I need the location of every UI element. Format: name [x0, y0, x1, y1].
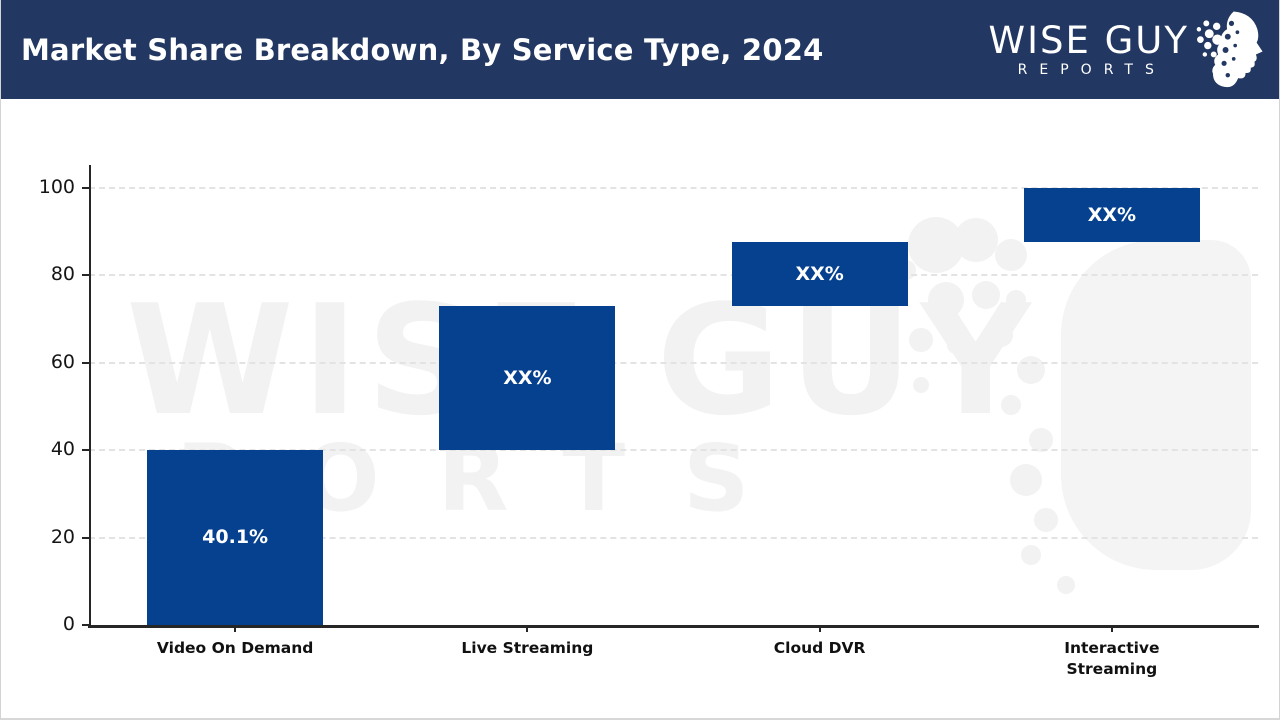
x-axis-tickmark [818, 625, 821, 632]
y-axis-tickmark [82, 186, 89, 189]
x-category-label: Video On Demand [156, 639, 314, 657]
y-axis-tickmark [82, 449, 89, 451]
watermark-dot [1034, 508, 1058, 532]
watermark-dot [928, 282, 964, 318]
y-axis-tick-label: 0 [62, 613, 75, 635]
page-title: Market Share Breakdown, By Service Type,… [21, 32, 824, 67]
y-axis-tickmark [82, 274, 89, 276]
bar-value-label: XX% [795, 263, 844, 286]
y-axis-line [89, 165, 91, 625]
watermark-dot [1017, 356, 1045, 384]
watermark-dot [1021, 545, 1041, 565]
x-category-label: Live Streaming [461, 639, 594, 657]
watermark-dot [989, 323, 1013, 347]
logo-text: WISE GUY REPORTS [988, 18, 1189, 78]
header-bar: Market Share Breakdown, By Service Type,… [1, 0, 1279, 99]
y-axis-tick-label: 20 [50, 525, 75, 548]
bar-interactive-streaming: XX% [1023, 187, 1200, 243]
bar-live-streaming: XX% [439, 306, 616, 450]
logo-wordmark: WISE GUY [988, 18, 1189, 62]
watermark-dot [954, 218, 998, 262]
x-category-label: Interactive Streaming [1064, 639, 1160, 678]
logo-head-dots-icon [1196, 11, 1263, 87]
y-axis-tick-label: 100 [38, 175, 75, 198]
watermark-dot [909, 328, 933, 352]
y-axis-tickmark [82, 361, 89, 364]
watermark-head-silhouette [1061, 240, 1251, 570]
x-axis-tickmark [526, 625, 529, 632]
y-axis-tick-label: 60 [50, 350, 75, 373]
wise-guy-reports-logo: WISE GUY REPORTS [989, 7, 1267, 93]
watermark-dot [995, 239, 1027, 271]
x-axis-tickmark [234, 625, 237, 632]
bar-value-label: 40.1% [202, 526, 269, 549]
logo-subtitle: REPORTS [1017, 61, 1166, 78]
watermark-dot [947, 336, 965, 354]
bar-value-label: XX% [503, 366, 552, 389]
watermark-dot [913, 377, 929, 393]
x-axis-tickmark [1110, 625, 1113, 632]
y-axis-tick-label: 40 [50, 438, 75, 460]
watermark-dot [1006, 290, 1026, 310]
watermark-dot [1029, 428, 1053, 452]
gridline-y-80 [89, 274, 1258, 276]
gridline-y-100 [89, 186, 1258, 189]
y-axis-tick-label: 80 [50, 263, 75, 285]
y-axis-tickmark [82, 624, 89, 626]
gridline-y-40 [89, 449, 1258, 451]
bar-cloud-dvr: XX% [731, 242, 908, 307]
gridline-y-60 [89, 361, 1258, 364]
x-category-label: Cloud DVR [773, 639, 866, 657]
gridline-y-20 [89, 536, 1258, 539]
y-axis-tickmark [82, 536, 89, 539]
x-axis-line [88, 625, 1259, 628]
bar-video-on-demand: 40.1% [147, 449, 324, 625]
watermark-dot [1010, 464, 1042, 496]
watermark-dot [1057, 576, 1075, 594]
watermark-dot [972, 281, 1000, 309]
watermark-dot [1001, 395, 1021, 415]
bar-value-label: XX% [1087, 203, 1137, 226]
